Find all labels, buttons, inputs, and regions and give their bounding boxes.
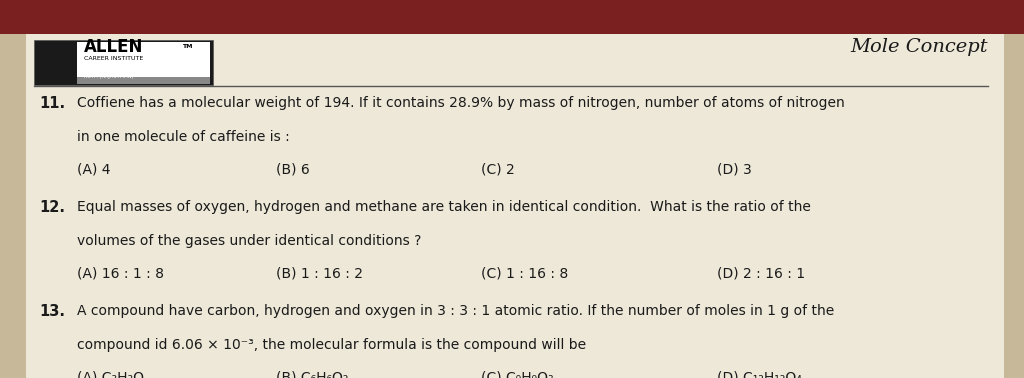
- Text: (B) C₆H₆O₂: (B) C₆H₆O₂: [276, 370, 349, 378]
- Text: ALLEN: ALLEN: [84, 38, 143, 56]
- Text: CAREER INSTITUTE: CAREER INSTITUTE: [84, 56, 143, 62]
- Text: in one molecule of caffeine is :: in one molecule of caffeine is :: [77, 130, 290, 144]
- Text: A compound have carbon, hydrogen and oxygen in 3 : 3 : 1 atomic ratio. If the nu: A compound have carbon, hydrogen and oxy…: [77, 304, 835, 318]
- Bar: [0, 0, 1024, 34]
- Text: (C) C₉H₉O₃: (C) C₉H₉O₃: [481, 370, 554, 378]
- Text: Equal masses of oxygen, hydrogen and methane are taken in identical condition.  : Equal masses of oxygen, hydrogen and met…: [77, 200, 811, 214]
- Bar: [77, 77, 210, 84]
- Bar: [77, 42, 210, 84]
- Text: (C) 2: (C) 2: [481, 163, 515, 177]
- Text: 11.: 11.: [39, 96, 66, 112]
- Text: (A) 16 : 1 : 8: (A) 16 : 1 : 8: [77, 266, 164, 280]
- Bar: [34, 40, 213, 85]
- Text: (D) 2 : 16 : 1: (D) 2 : 16 : 1: [717, 266, 805, 280]
- Text: (A) 4: (A) 4: [77, 163, 111, 177]
- Text: compound id 6.06 × 10⁻³, the molecular formula is the compound will be: compound id 6.06 × 10⁻³, the molecular f…: [77, 338, 586, 352]
- Text: 12.: 12.: [39, 200, 65, 215]
- Text: (D) C₁₂H₁₂O₄: (D) C₁₂H₁₂O₄: [717, 370, 802, 378]
- Text: (A) C₃H₃O: (A) C₃H₃O: [77, 370, 143, 378]
- Text: 13.: 13.: [39, 304, 65, 319]
- Text: (B) 6: (B) 6: [276, 163, 310, 177]
- Text: TM: TM: [182, 44, 193, 50]
- Text: volumes of the gases under identical conditions ?: volumes of the gases under identical con…: [77, 234, 421, 248]
- Text: (D) 3: (D) 3: [717, 163, 752, 177]
- Text: Mole Concept: Mole Concept: [851, 38, 988, 56]
- Text: (B) 1 : 16 : 2: (B) 1 : 16 : 2: [276, 266, 364, 280]
- Text: KOTA (RAJASTHAN): KOTA (RAJASTHAN): [84, 74, 133, 79]
- Text: (C) 1 : 16 : 8: (C) 1 : 16 : 8: [481, 266, 568, 280]
- Text: Coffiene has a molecular weight of 194. If it contains 28.9% by mass of nitrogen: Coffiene has a molecular weight of 194. …: [77, 96, 845, 110]
